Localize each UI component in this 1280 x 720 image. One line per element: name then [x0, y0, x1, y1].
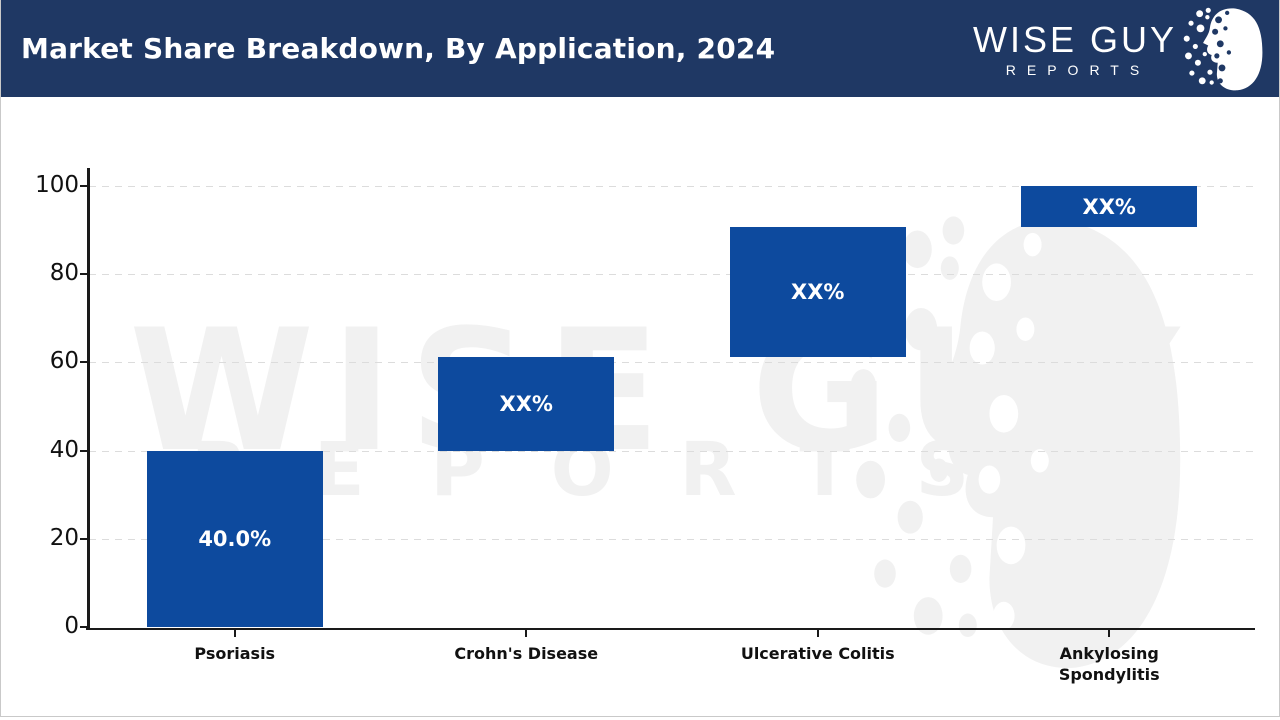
gridline	[89, 362, 1255, 364]
y-axis-tick	[80, 185, 89, 187]
bar-value-label: XX%	[791, 280, 845, 305]
category-label: Ulcerative Colitis	[740, 644, 895, 663]
header-bar: Market Share Breakdown, By Application, …	[1, 0, 1279, 97]
y-axis-tick	[80, 626, 89, 628]
wiseguy-face-icon	[1183, 7, 1263, 91]
chart-area: WISE GUY REPORTS 0 20 40 60 80 100 40.0% Ps	[1, 97, 1279, 716]
bar-value-label: XX%	[1082, 194, 1136, 219]
gridline	[89, 450, 1255, 452]
y-axis-line	[87, 168, 90, 630]
category-label: Ankylosing Spondylitis	[1058, 644, 1160, 684]
gridline	[89, 274, 1255, 276]
gridline	[89, 186, 1255, 187]
logo-subtitle: REPORTS	[1005, 62, 1151, 78]
bar-3	[729, 227, 906, 357]
y-axis-tick	[80, 449, 89, 452]
bar-4	[1021, 186, 1198, 228]
bar-value-label: 40.0%	[198, 526, 272, 551]
category-label: Psoriasis	[194, 644, 276, 663]
logo-wordmark: WISE GUY	[972, 19, 1177, 60]
x-axis-tick	[816, 629, 819, 637]
wiseguy-logo: WISE GUY REPORTS	[973, 6, 1265, 92]
bar-1	[146, 450, 323, 627]
x-axis-tick	[233, 629, 236, 637]
x-axis-line	[86, 627, 1255, 630]
y-axis-tick	[80, 537, 89, 540]
y-axis-tick-label: 40	[49, 436, 79, 463]
x-axis-tick	[1108, 629, 1111, 637]
bar-value-label: XX%	[499, 391, 553, 416]
y-axis-tick	[80, 273, 89, 276]
wiseguy-logo-text: WISE GUY REPORTS	[972, 19, 1177, 79]
y-axis-tick-label: 100	[35, 172, 79, 198]
gridline	[89, 538, 1255, 540]
page-title: Market Share Breakdown, By Application, …	[21, 32, 776, 65]
category-label: Crohn's Disease	[454, 644, 599, 663]
bar-2	[438, 356, 615, 451]
y-axis-tick-label: 80	[49, 260, 79, 287]
watermark: WISE GUY REPORTS	[1, 97, 1279, 716]
x-axis-tick	[525, 629, 528, 637]
y-axis-tick-label: 60	[49, 348, 79, 375]
y-axis-tick	[80, 361, 89, 364]
y-axis-tick-label: 20	[49, 524, 79, 551]
y-axis-tick-label: 0	[64, 613, 79, 639]
